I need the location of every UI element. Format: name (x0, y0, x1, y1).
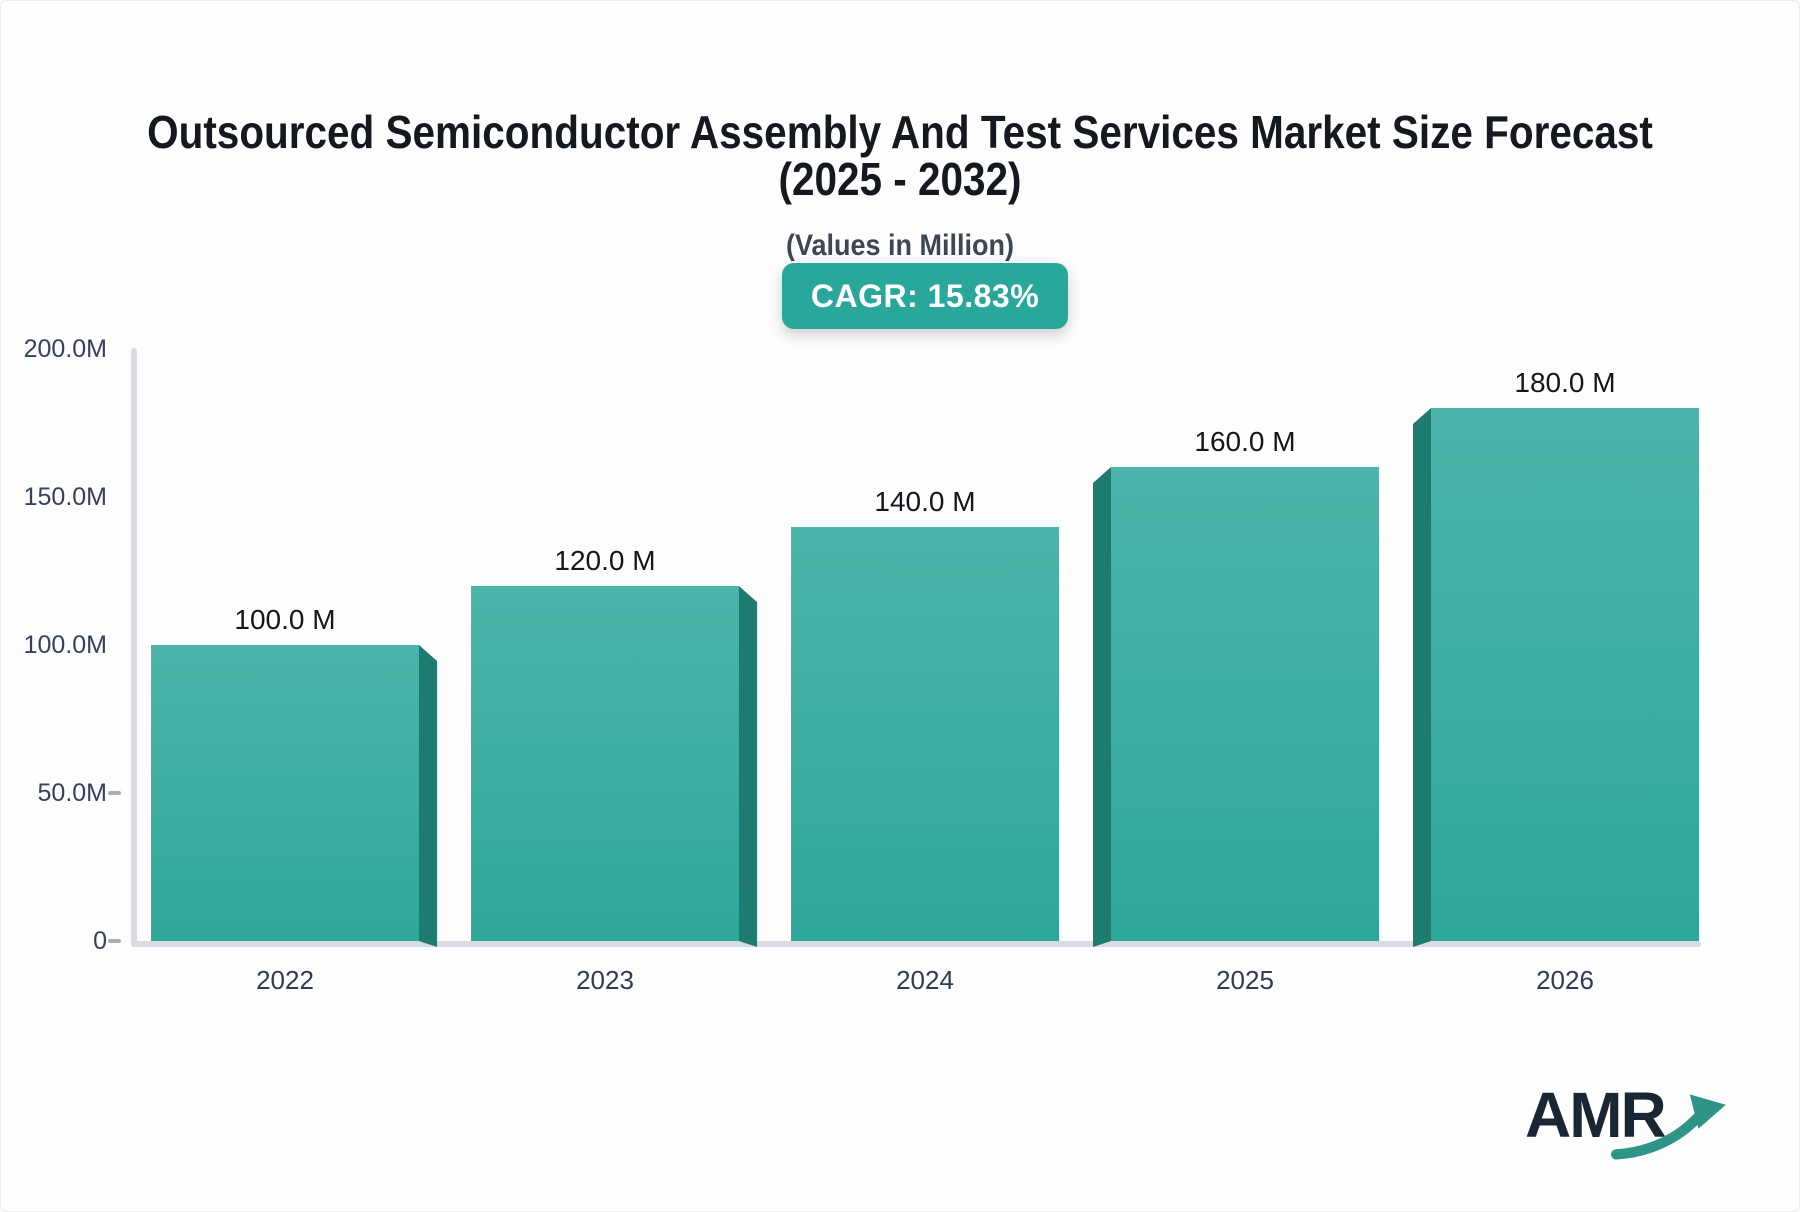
bar-2022: 100.0 M 2022 (151, 348, 419, 995)
bar-3d-edge (739, 586, 757, 947)
bar-value-label: 120.0 M (554, 545, 656, 576)
cagr-badge-label: CAGR: 15.83% (810, 277, 1040, 314)
x-axis-line (131, 941, 1701, 947)
bar-face (791, 527, 1059, 941)
y-axis-label-100: 100.0M (23, 631, 107, 659)
y-axis-label-200: 200.0M (23, 335, 107, 363)
y-axis-label-0: 0 (93, 927, 107, 955)
bar-face (151, 645, 419, 941)
bar-face (1111, 467, 1379, 941)
bar-value-label: 100.0 M (234, 604, 336, 635)
x-axis-label: 2024 (896, 965, 954, 995)
chart-subtitle: (Values in Million) (785, 229, 1015, 262)
bar-value-label: 160.0 M (1194, 426, 1296, 457)
y-axis-tick-50 (108, 791, 121, 795)
bar-2024: 140.0 M 2024 (791, 348, 1059, 995)
x-axis-label: 2026 (1536, 965, 1594, 995)
bar-3d-edge (1413, 408, 1431, 947)
y-axis-line (131, 348, 137, 947)
x-axis-label: 2023 (576, 965, 634, 995)
bar-value-label: 180.0 M (1514, 367, 1616, 398)
y-axis-tick-0 (108, 939, 121, 943)
chart-title-line1: Outsourced Semiconductor Assembly And Te… (147, 106, 1653, 158)
growth-arrow-icon (1611, 1094, 1726, 1160)
chart-title-line2: (2025 - 2032) (778, 153, 1022, 205)
bar-3d-edge (1093, 467, 1111, 947)
bar-3d-edge (419, 645, 437, 947)
x-axis-label: 2025 (1216, 965, 1274, 995)
x-axis-label: 2022 (256, 965, 314, 995)
cagr-badge: CAGR: 15.83% (782, 263, 1068, 329)
bar-2026: 180.0 M 2026 (1431, 348, 1699, 995)
y-axis-label-150: 150.0M (23, 483, 107, 511)
bar-face (471, 586, 739, 941)
amr-logo-text: AMR (1525, 1079, 1667, 1151)
bar-face (1431, 408, 1699, 941)
y-axis-label-50: 50.0M (37, 779, 107, 807)
bar-2023: 120.0 M 2023 (471, 348, 739, 995)
amr-logo: AMR (1525, 1079, 1726, 1163)
bar-2025: 160.0 M 2025 (1111, 348, 1379, 995)
bar-value-label: 140.0 M (874, 486, 976, 517)
